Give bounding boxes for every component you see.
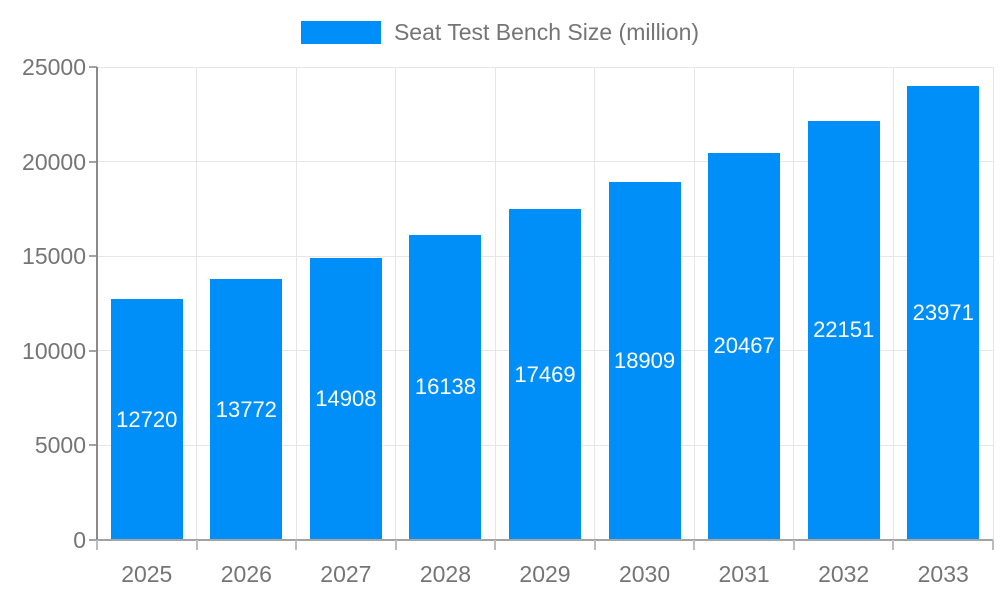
bar <box>608 182 681 540</box>
y-tick-mark <box>89 349 97 352</box>
x-tick-mark <box>892 540 895 550</box>
y-tick-label: 25000 <box>22 54 86 80</box>
x-gridline <box>992 67 994 540</box>
bar-value-label: 20467 <box>713 333 775 359</box>
y-tick-label: 0 <box>73 527 86 553</box>
y-tick-label: 20000 <box>22 148 86 175</box>
x-gridline <box>395 67 397 540</box>
bar <box>409 234 482 540</box>
x-gridline <box>494 67 496 540</box>
x-tick-label: 2031 <box>718 561 770 587</box>
x-tick-mark <box>494 540 497 550</box>
bar <box>509 209 581 540</box>
legend-label: Seat Test Bench Size (million) <box>393 18 700 45</box>
bar-value-label: 17469 <box>514 361 576 387</box>
x-gridline <box>295 67 297 540</box>
x-tick-label: 2029 <box>519 561 571 587</box>
y-gridline <box>97 66 993 68</box>
legend: Seat Test Bench Size (million) <box>0 16 1000 48</box>
x-tick-mark <box>593 540 596 550</box>
bar <box>309 257 382 540</box>
x-tick-label: 2030 <box>618 561 671 587</box>
x-tick-mark <box>295 540 298 550</box>
bar-value-label: 23971 <box>912 300 974 326</box>
legend-swatch <box>300 20 381 44</box>
y-tick-mark <box>89 539 97 541</box>
x-tick-label: 2027 <box>320 561 372 587</box>
y-tick-mark <box>89 255 97 258</box>
bar <box>907 86 980 540</box>
x-tick-label: 2026 <box>220 561 272 587</box>
x-tick-mark <box>792 540 795 550</box>
x-tick-label: 2025 <box>121 561 173 587</box>
y-tick-mark <box>89 160 97 163</box>
bar-value-label: 13772 <box>215 396 277 422</box>
bar-value-label: 14908 <box>315 385 377 411</box>
x-tick-label: 2033 <box>917 561 969 587</box>
bar-value-label: 12720 <box>116 406 178 432</box>
bar <box>110 299 183 540</box>
x-tick-mark <box>992 540 994 550</box>
x-gridline <box>892 67 894 540</box>
y-tick-label: 15000 <box>22 243 86 270</box>
x-tick-mark <box>195 540 198 550</box>
y-gridline <box>97 161 993 163</box>
bar-value-label: 16138 <box>414 374 477 400</box>
x-tick-mark <box>96 540 98 550</box>
y-tick-mark <box>89 66 97 68</box>
y-tick-mark <box>89 444 97 447</box>
y-axis-line <box>96 67 98 540</box>
x-axis-line <box>97 539 993 541</box>
y-tick-label: 5000 <box>34 432 86 459</box>
x-gridline <box>693 67 695 540</box>
bar <box>807 120 880 540</box>
x-gridline <box>594 67 596 540</box>
x-tick-mark <box>394 540 397 550</box>
x-gridline <box>793 67 795 540</box>
x-gridline <box>196 67 198 540</box>
bar <box>708 152 781 540</box>
x-tick-mark <box>693 540 696 550</box>
bar-value-label: 22151 <box>813 317 875 343</box>
bar-value-label: 18909 <box>613 348 676 374</box>
x-tick-label: 2032 <box>818 561 870 587</box>
y-tick-label: 10000 <box>22 337 86 364</box>
bar <box>210 279 283 540</box>
x-tick-label: 2028 <box>419 561 472 587</box>
